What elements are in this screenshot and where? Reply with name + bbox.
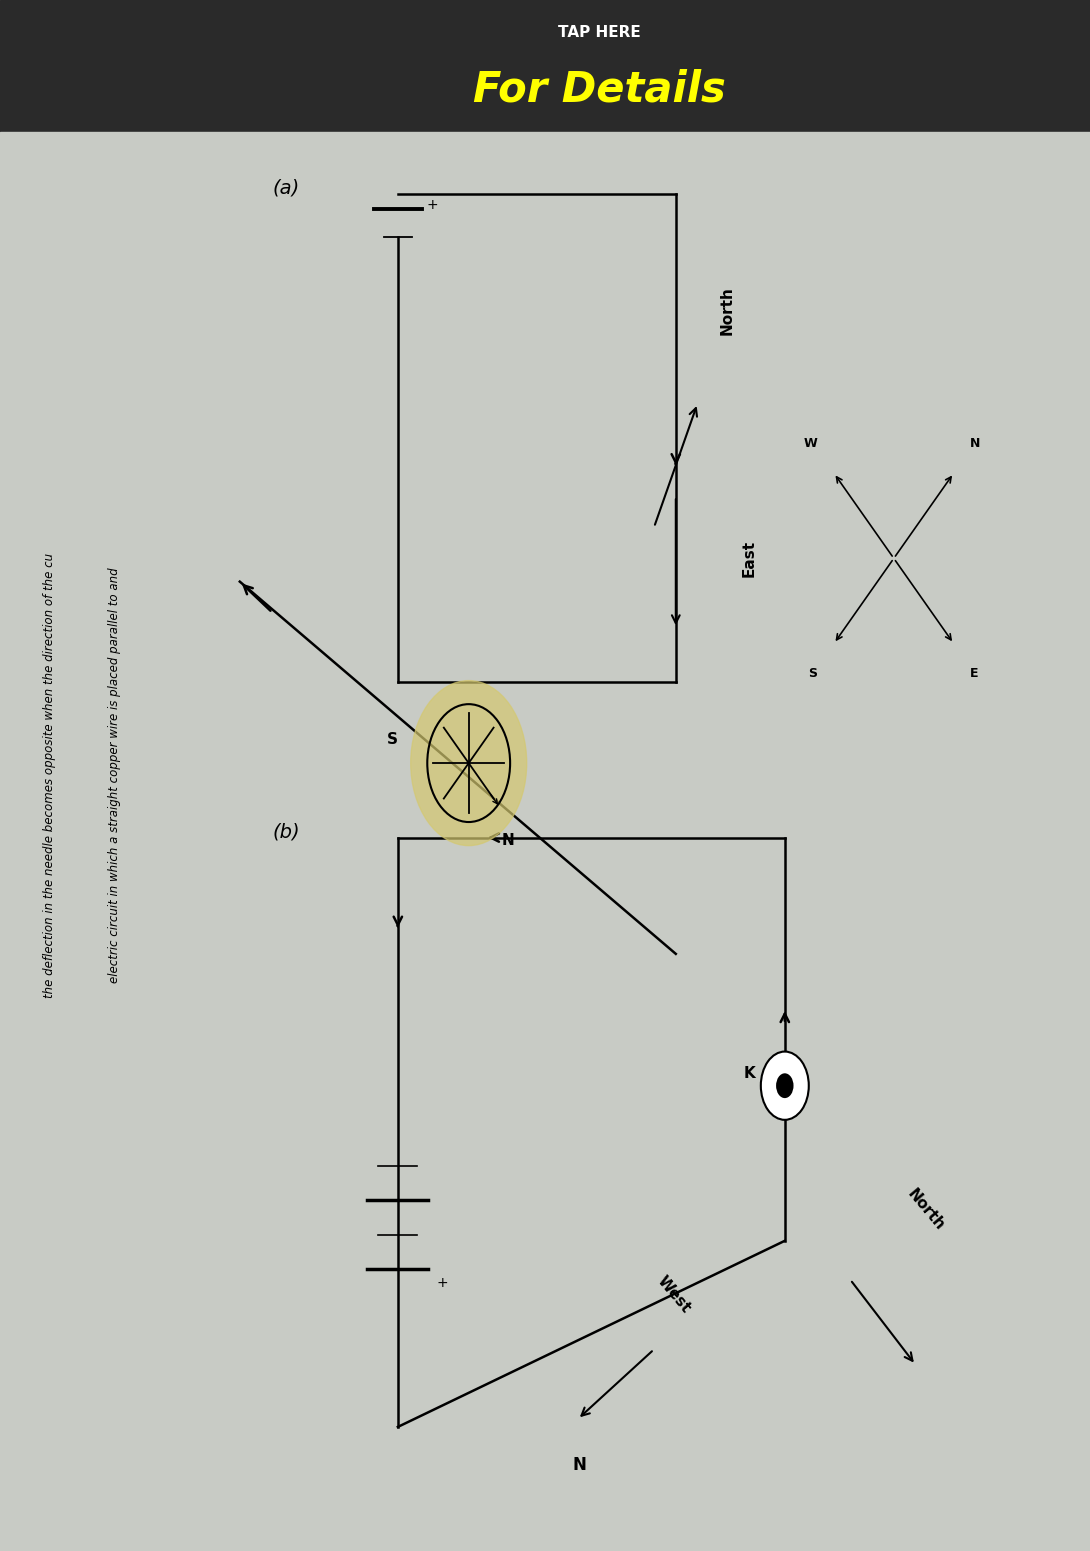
Text: the deflection in the needle becomes opposite when the direction of the cu: the deflection in the needle becomes opp… (43, 554, 56, 997)
Circle shape (411, 681, 526, 845)
Text: N: N (501, 833, 514, 848)
Text: S: S (809, 667, 818, 679)
Bar (0, 0, 1090, 132)
Text: TAP HERE: TAP HERE (558, 25, 641, 40)
Text: W: W (803, 437, 818, 450)
Text: S: S (387, 732, 398, 748)
Text: N: N (572, 1456, 586, 1475)
Text: (b): (b) (272, 822, 300, 842)
Text: West: West (654, 1273, 693, 1317)
Text: N: N (970, 437, 981, 450)
Text: North: North (719, 285, 735, 335)
Text: (a): (a) (272, 178, 300, 199)
Circle shape (761, 1052, 809, 1120)
Text: E: E (970, 667, 979, 679)
Text: For Details: For Details (473, 68, 726, 110)
Text: K: K (743, 1066, 755, 1081)
Text: electric circuit in which a straight copper wire is placed parallel to and: electric circuit in which a straight cop… (108, 568, 121, 983)
Circle shape (776, 1073, 794, 1098)
Text: North: North (905, 1187, 947, 1233)
Text: +: + (436, 1276, 448, 1290)
Text: East: East (741, 540, 756, 577)
Text: +: + (426, 197, 438, 212)
